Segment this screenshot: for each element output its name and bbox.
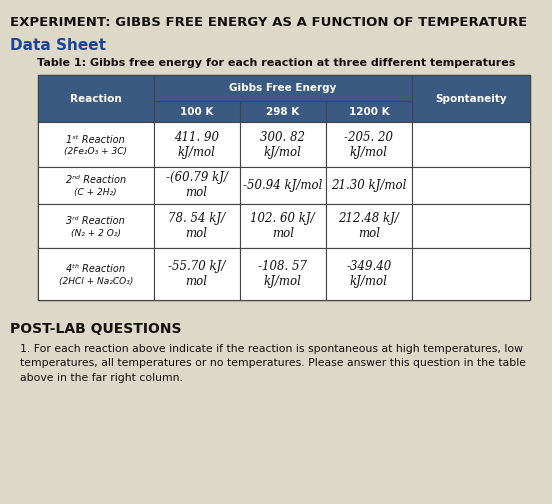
Bar bbox=[240, 101, 326, 122]
Bar bbox=[153, 75, 412, 101]
Text: -50.94 kJ/mol: -50.94 kJ/mol bbox=[243, 179, 322, 192]
Bar bbox=[240, 204, 326, 248]
Text: (2Fe₂O₃ + 3C): (2Fe₂O₃ + 3C) bbox=[65, 147, 128, 156]
Bar bbox=[38, 75, 530, 300]
Text: Reaction: Reaction bbox=[70, 94, 121, 104]
Bar bbox=[412, 204, 530, 248]
Bar bbox=[38, 248, 153, 300]
Text: 3ʳᵈ Reaction: 3ʳᵈ Reaction bbox=[66, 216, 125, 226]
Text: 411. 90
kJ/mol: 411. 90 kJ/mol bbox=[174, 131, 219, 159]
Text: 298 K: 298 K bbox=[266, 106, 299, 116]
Text: -108. 57
kJ/mol: -108. 57 kJ/mol bbox=[258, 260, 307, 288]
Text: Data Sheet: Data Sheet bbox=[10, 38, 106, 53]
Bar bbox=[412, 248, 530, 300]
Text: Gibbs Free Energy: Gibbs Free Energy bbox=[229, 83, 337, 93]
Text: Spontaneity: Spontaneity bbox=[435, 94, 507, 104]
Bar bbox=[240, 122, 326, 167]
Bar bbox=[326, 204, 412, 248]
Text: 102. 60 kJ/
mol: 102. 60 kJ/ mol bbox=[251, 212, 315, 240]
Text: 4ᵗʰ Reaction: 4ᵗʰ Reaction bbox=[66, 264, 125, 274]
Bar bbox=[153, 122, 240, 167]
Bar bbox=[38, 167, 153, 204]
Bar bbox=[153, 101, 240, 122]
Bar bbox=[326, 101, 412, 122]
Text: -(60.79 kJ/
mol: -(60.79 kJ/ mol bbox=[166, 171, 227, 200]
Bar bbox=[38, 75, 153, 122]
Text: 300. 82
kJ/mol: 300. 82 kJ/mol bbox=[261, 131, 305, 159]
Text: 100 K: 100 K bbox=[180, 106, 214, 116]
Text: 21.30 kJ/mol: 21.30 kJ/mol bbox=[331, 179, 407, 192]
Text: 2ⁿᵈ Reaction: 2ⁿᵈ Reaction bbox=[66, 175, 126, 185]
Text: -55.70 kJ/
mol: -55.70 kJ/ mol bbox=[168, 260, 225, 288]
Text: 212.48 kJ/
mol: 212.48 kJ/ mol bbox=[338, 212, 399, 240]
Text: -349.40
kJ/mol: -349.40 kJ/mol bbox=[346, 260, 391, 288]
Bar bbox=[153, 204, 240, 248]
Text: (N₂ + 2 O₂): (N₂ + 2 O₂) bbox=[71, 229, 121, 238]
Bar bbox=[326, 167, 412, 204]
Text: -205. 20
kJ/mol: -205. 20 kJ/mol bbox=[344, 131, 394, 159]
Bar bbox=[412, 75, 530, 122]
Text: EXPERIMENT: GIBBS FREE ENERGY AS A FUNCTION OF TEMPERATURE: EXPERIMENT: GIBBS FREE ENERGY AS A FUNCT… bbox=[10, 16, 527, 29]
Text: Table 1: Gibbs free energy for each reaction at three different temperatures: Table 1: Gibbs free energy for each reac… bbox=[37, 58, 515, 68]
Bar bbox=[412, 167, 530, 204]
Text: (C + 2H₂): (C + 2H₂) bbox=[75, 188, 117, 197]
Bar bbox=[240, 248, 326, 300]
Bar bbox=[326, 122, 412, 167]
Bar bbox=[326, 248, 412, 300]
Bar bbox=[38, 122, 153, 167]
Text: 1. For each reaction above indicate if the reaction is spontaneous at high tempe: 1. For each reaction above indicate if t… bbox=[20, 344, 526, 383]
Text: POST-LAB QUESTIONS: POST-LAB QUESTIONS bbox=[10, 322, 182, 336]
Text: (2HCl + Na₂CO₃): (2HCl + Na₂CO₃) bbox=[59, 277, 133, 286]
Bar bbox=[38, 204, 153, 248]
Bar bbox=[153, 167, 240, 204]
Bar bbox=[240, 167, 326, 204]
Text: 78. 54 kJ/
mol: 78. 54 kJ/ mol bbox=[168, 212, 225, 240]
Bar bbox=[153, 248, 240, 300]
Text: 1200 K: 1200 K bbox=[348, 106, 389, 116]
Bar bbox=[412, 122, 530, 167]
Text: 1ˢᵗ Reaction: 1ˢᵗ Reaction bbox=[66, 135, 125, 145]
